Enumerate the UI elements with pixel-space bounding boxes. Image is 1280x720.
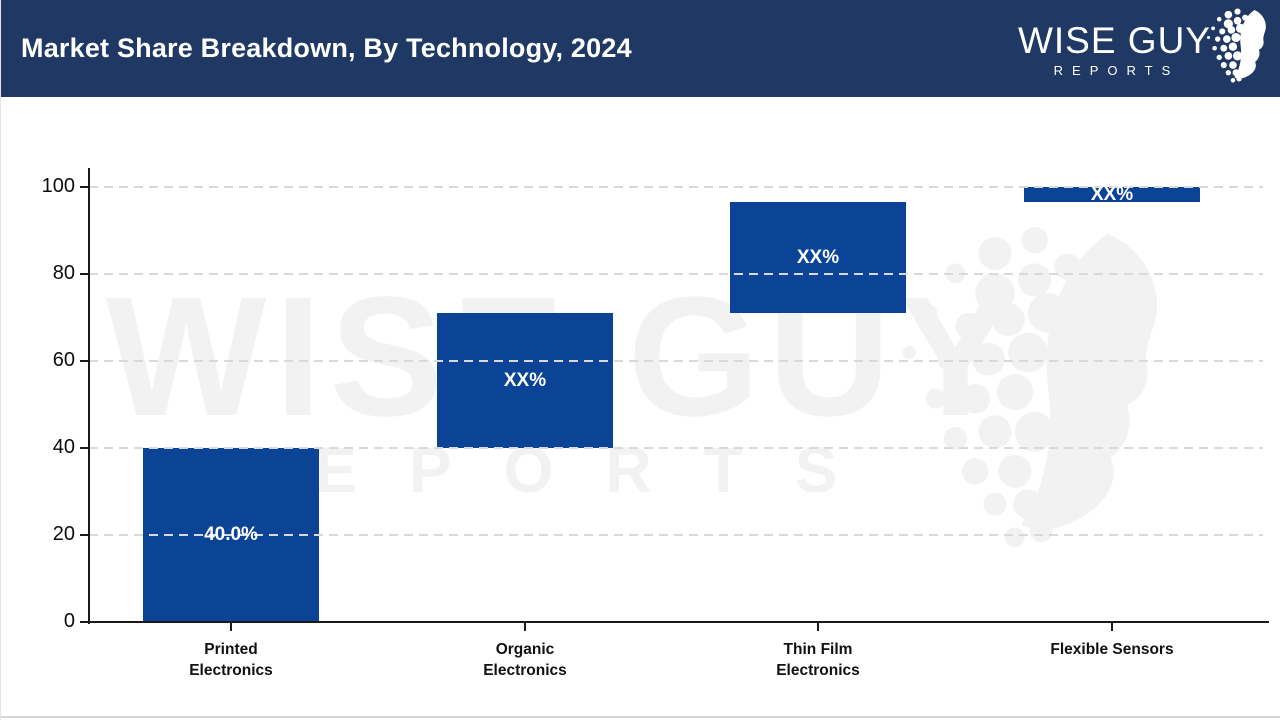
brand-logo: WISE GUY REPORTS	[1018, 6, 1275, 92]
y-tick-mark	[80, 447, 89, 449]
x-category-label: Thin Film Electronics	[668, 639, 968, 681]
x-category-label-line: Electronics	[189, 662, 273, 679]
chart-title: Market Share Breakdown, By Technology, 2…	[21, 33, 632, 63]
y-tick-mark	[80, 273, 89, 275]
y-tick-mark	[80, 186, 89, 188]
x-category-label-line: Thin Film	[783, 641, 853, 658]
bottom-rule	[1, 716, 1280, 718]
x-axis-line	[88, 621, 1269, 623]
waterfall-bar	[1024, 187, 1200, 203]
x-category-label-line: Electronics	[483, 662, 567, 679]
bar-value-label: XX%	[503, 369, 547, 391]
bar-value-label: 40.0%	[204, 524, 258, 545]
gridline	[89, 447, 1263, 449]
y-axis-line	[88, 168, 90, 624]
y-tick-label: 40	[52, 436, 75, 458]
gridline	[89, 273, 1263, 275]
x-category-label-line: Printed	[204, 641, 258, 658]
x-category-label: Organic Electronics	[375, 639, 675, 681]
y-tick-label: 60	[52, 349, 75, 371]
x-tick-mark	[230, 622, 232, 631]
brand-name: WISE GUY	[1017, 19, 1211, 61]
y-tick-label: 20	[52, 523, 75, 545]
gridline	[89, 360, 1263, 362]
waterfall-bar	[730, 202, 906, 314]
y-tick-label: 0	[63, 610, 75, 632]
y-tick-label: 100	[41, 175, 75, 197]
brand-logo-text: WISE GUY REPORTS	[1017, 19, 1211, 78]
watermark-face-icon	[902, 227, 1158, 548]
x-category-label: Flexible Sensors	[962, 639, 1262, 660]
header-bar: Market Share Breakdown, By Technology, 2…	[1, 0, 1280, 97]
bar-value-label: XX%	[796, 246, 840, 268]
bar-value-label: XX%	[1090, 183, 1134, 205]
x-tick-mark	[817, 622, 819, 631]
y-tick-label: 80	[52, 262, 75, 284]
y-tick-mark	[80, 534, 89, 536]
x-tick-mark	[1111, 622, 1113, 631]
gridline	[89, 186, 1263, 188]
x-category-label-line: Electronics	[776, 662, 860, 679]
brand-subtitle: REPORTS	[1053, 62, 1180, 78]
x-tick-mark	[524, 622, 526, 631]
y-tick-mark	[80, 360, 89, 362]
waterfall-bar	[437, 313, 613, 448]
y-tick-mark	[80, 621, 89, 623]
x-category-label-line: Organic	[495, 641, 555, 658]
x-category-label: Printed Electronics	[81, 639, 381, 681]
gridline	[89, 534, 1263, 536]
x-category-label-line: Flexible Sensors	[1050, 641, 1174, 658]
brand-face-icon	[1206, 8, 1266, 83]
